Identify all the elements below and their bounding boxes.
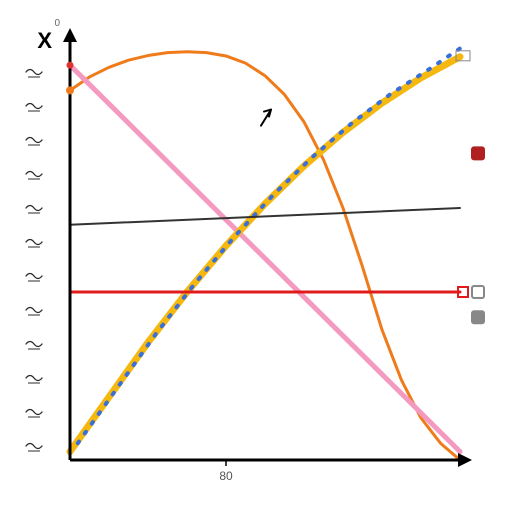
- economics-chart: X0 80: [0, 0, 512, 512]
- top-tick: 0: [54, 18, 60, 29]
- y-axis-label: X: [37, 28, 52, 53]
- orange-origin-dot: [66, 86, 74, 94]
- red-origin-dot: [67, 62, 74, 69]
- right-marker: [472, 311, 484, 323]
- right-marker: [472, 147, 484, 159]
- x-tick-label: 80: [219, 469, 233, 483]
